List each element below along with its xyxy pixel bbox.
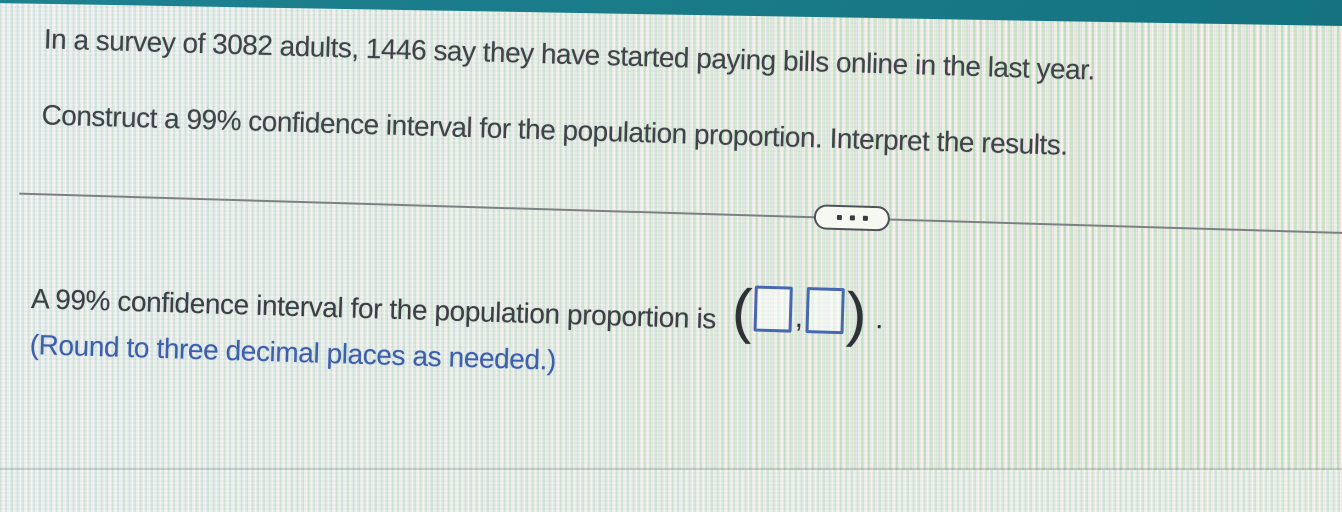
open-paren: ( xyxy=(731,276,754,345)
close-paren: ) xyxy=(845,280,868,348)
question-text-line2: Construct a 99% confidence interval for … xyxy=(41,99,1068,161)
ellipsis-icon xyxy=(849,215,855,221)
photo-bottom-edge xyxy=(0,468,1342,470)
lower-bound-input[interactable] xyxy=(753,285,793,333)
ellipsis-icon xyxy=(862,215,868,221)
sentence-period: . xyxy=(874,302,885,336)
upper-bound-input[interactable] xyxy=(805,287,846,335)
ellipsis-icon xyxy=(836,214,842,221)
question-text-line1: In a survey of 3082 adults, 1446 say the… xyxy=(43,23,1096,86)
rounding-instruction: (Round to three decimal places as needed… xyxy=(29,329,557,376)
divider-ellipsis-button[interactable] xyxy=(813,204,891,232)
interval-separator: , xyxy=(794,300,804,334)
answer-prompt: A 99% confidence interval for the popula… xyxy=(30,283,717,335)
section-divider xyxy=(19,192,1342,237)
answer-row: A 99% confidence interval for the popula… xyxy=(30,259,885,348)
